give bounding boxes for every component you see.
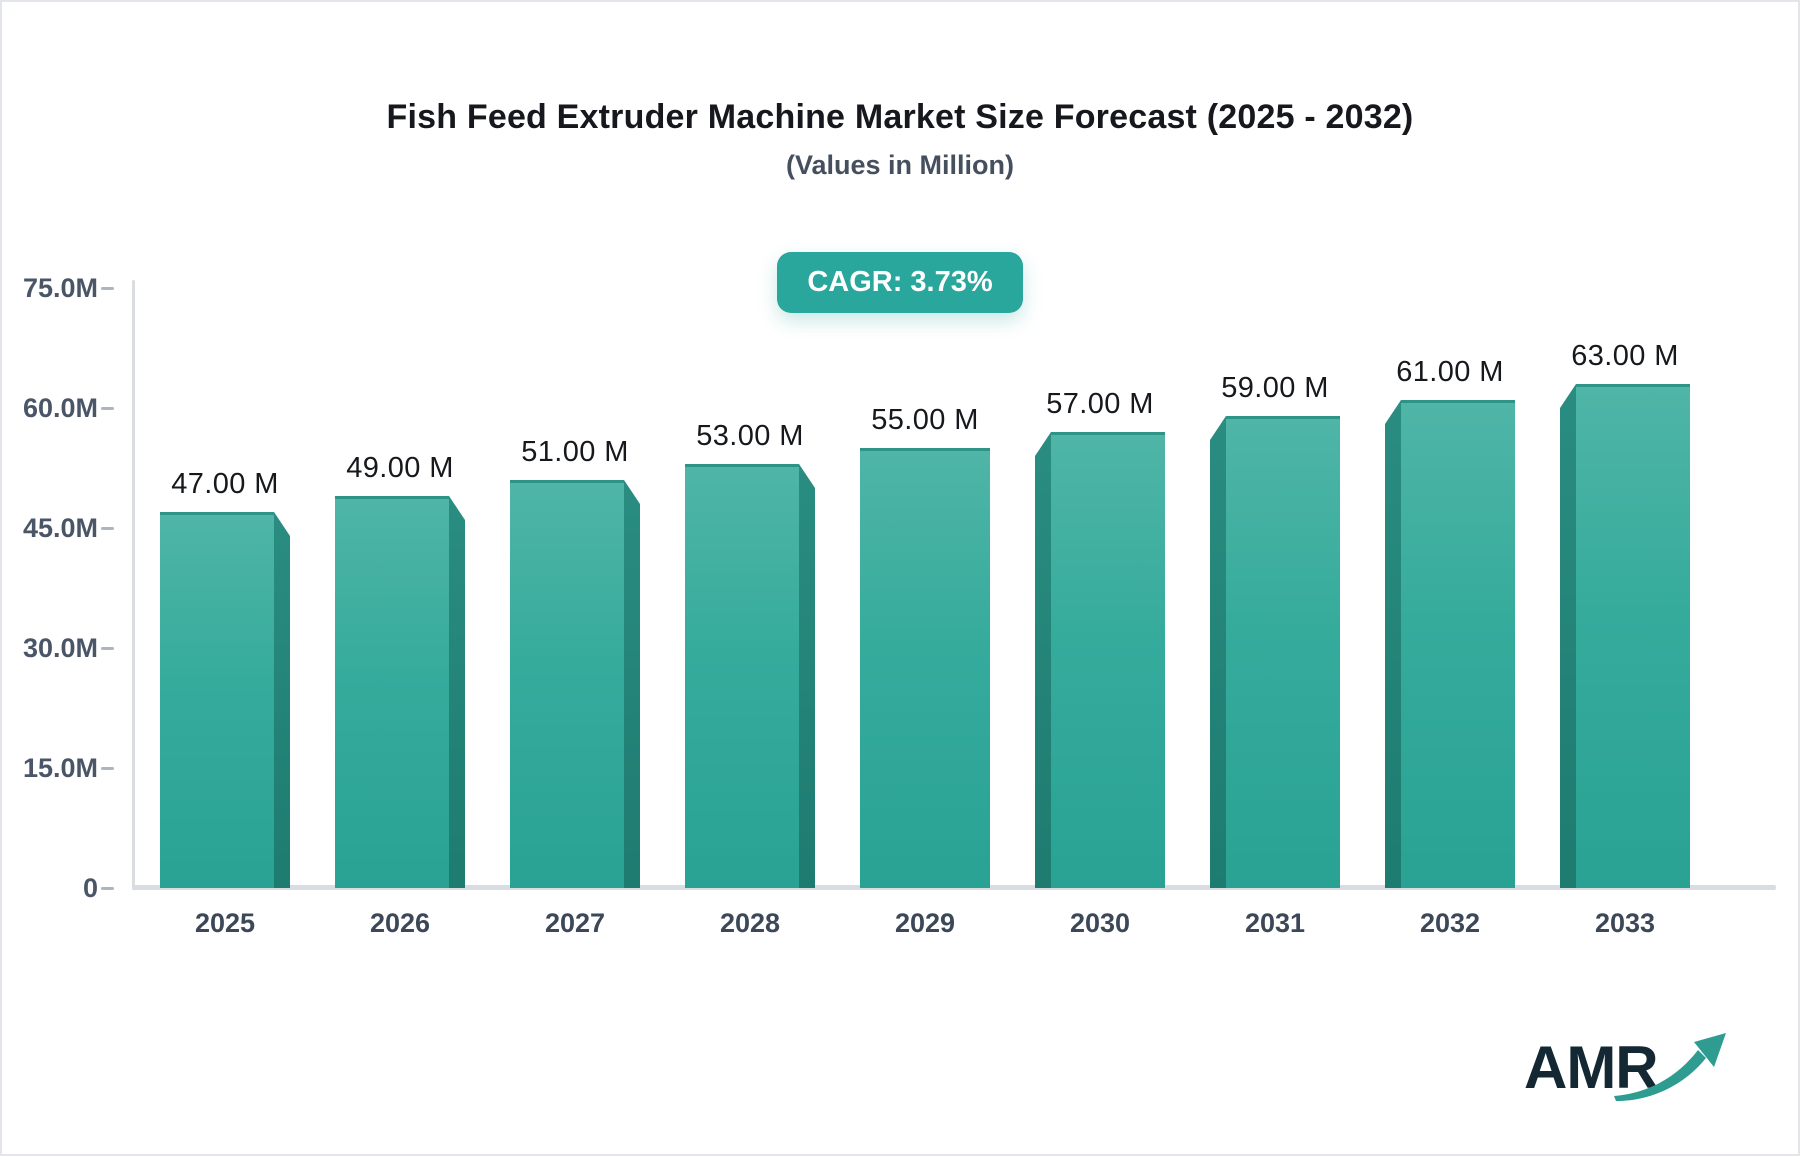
x-axis-year-label: 2031 xyxy=(1244,908,1306,938)
y-axis-tick-dash xyxy=(101,767,114,770)
x-axis-year-label: 2027 xyxy=(544,908,606,938)
y-axis-tick-label: 0 xyxy=(82,873,98,903)
bar-group-2026 xyxy=(335,496,465,888)
bar-side-face xyxy=(1035,432,1051,888)
bar-group-2033 xyxy=(1560,384,1690,888)
bar-group-2031 xyxy=(1210,416,1340,888)
bar-side-face xyxy=(449,496,465,888)
bar-value-label: 51.00 M xyxy=(521,436,629,468)
x-axis-year-label: 2029 xyxy=(894,908,956,938)
bar-value-label: 59.00 M xyxy=(1221,372,1329,404)
bar-front-face xyxy=(1576,384,1690,888)
bar-side-face xyxy=(624,480,640,888)
x-axis-year-label: 2032 xyxy=(1419,908,1481,938)
x-axis-year-label: 2026 xyxy=(369,908,431,938)
x-axis-year-label: 2028 xyxy=(719,908,781,938)
amr-logo-text: AMR xyxy=(1524,1034,1659,1101)
bar-side-face xyxy=(274,512,290,888)
y-axis-tick-dash xyxy=(101,647,114,650)
bar-front-face xyxy=(685,464,799,888)
y-axis-tick-dash xyxy=(101,407,114,410)
bar-front-face xyxy=(1226,416,1340,888)
chart-title: Fish Feed Extruder Machine Market Size F… xyxy=(386,98,1414,136)
chart-subtitle: (Values in Million) xyxy=(785,150,1015,180)
bar-value-label: 47.00 M xyxy=(171,468,279,500)
y-axis-tick-label: 30.0M xyxy=(22,633,98,663)
bar-front-face xyxy=(160,512,274,888)
growth-arrow-icon xyxy=(1614,1033,1726,1101)
y-axis-tick-label: 60.0M xyxy=(22,393,98,423)
bar-side-face xyxy=(1385,400,1401,888)
amr-logo: AMR xyxy=(1524,1028,1726,1120)
bar-front-face xyxy=(860,448,990,888)
cagr-badge: CAGR: 3.73% xyxy=(777,252,1023,313)
y-axis-line xyxy=(132,280,135,890)
bar-value-label: 63.00 M xyxy=(1571,340,1679,372)
bar-group-2032 xyxy=(1385,400,1515,888)
bar-group-2027 xyxy=(510,480,640,888)
y-axis-tick-dash xyxy=(101,887,114,890)
bar-value-label: 57.00 M xyxy=(1046,388,1154,420)
bar-group-2028 xyxy=(685,464,815,888)
y-axis-tick-label: 75.0M xyxy=(22,273,98,303)
bar-front-face xyxy=(1051,432,1165,888)
bar-value-label: 55.00 M xyxy=(871,404,979,436)
bar-side-face xyxy=(1560,384,1576,888)
bar-side-face xyxy=(1210,416,1226,888)
bar-group-2025 xyxy=(160,512,290,888)
x-axis-year-label: 2033 xyxy=(1594,908,1656,938)
y-axis-tick-label: 45.0M xyxy=(22,513,98,543)
x-axis-year-label: 2030 xyxy=(1069,908,1131,938)
bar-group-2029 xyxy=(860,448,990,888)
x-axis-year-label: 2025 xyxy=(194,908,256,938)
bar-value-label: 53.00 M xyxy=(696,420,804,452)
bar-group-2030 xyxy=(1035,432,1165,888)
y-axis-tick-dash xyxy=(101,287,114,290)
bar-front-face xyxy=(510,480,624,888)
bar-value-label: 49.00 M xyxy=(346,452,454,484)
y-axis-tick-dash xyxy=(101,527,114,530)
bar-value-label: 61.00 M xyxy=(1396,356,1504,388)
cagr-badge-row: CAGR: 3.73% xyxy=(2,252,1798,313)
bar-front-face xyxy=(1401,400,1515,888)
bar-front-face xyxy=(335,496,449,888)
y-axis-tick-label: 15.0M xyxy=(22,753,98,783)
bar-side-face xyxy=(799,464,815,888)
